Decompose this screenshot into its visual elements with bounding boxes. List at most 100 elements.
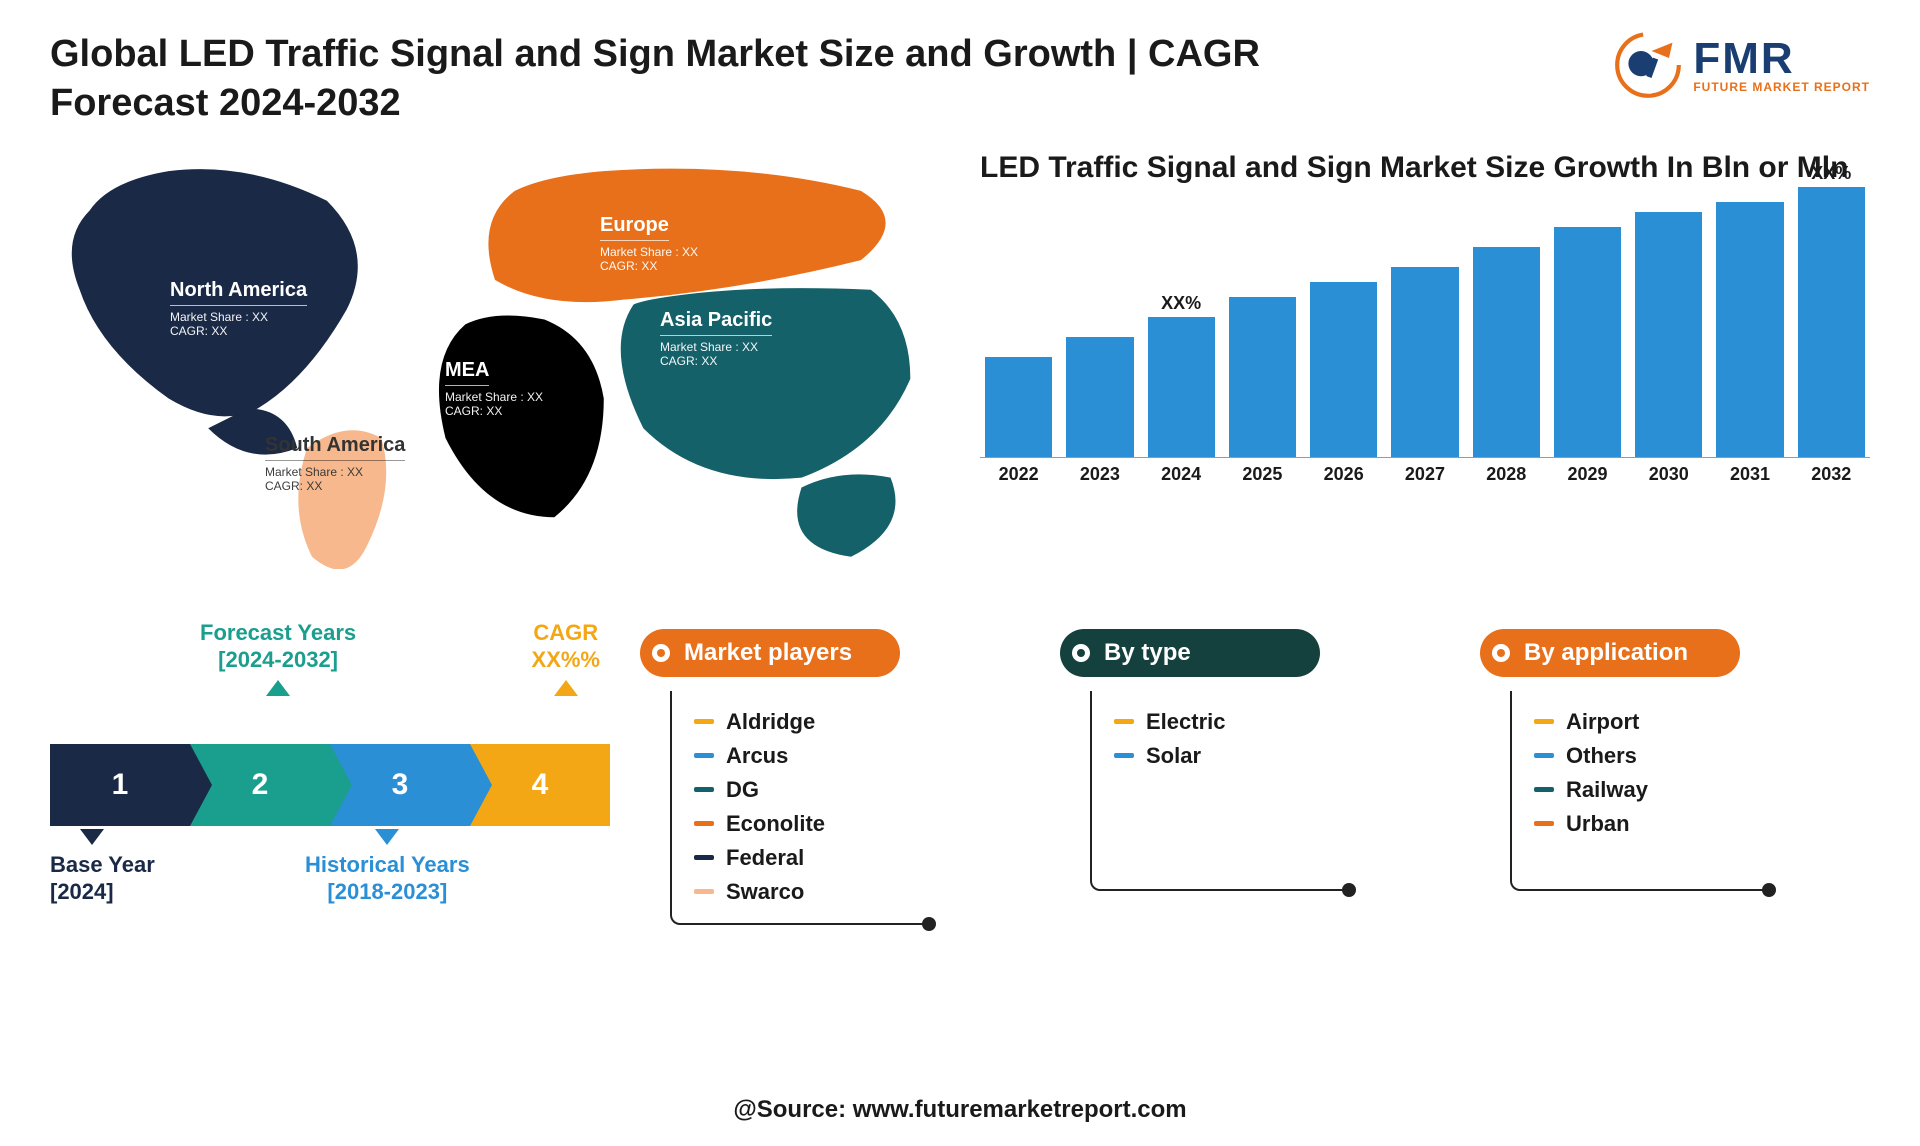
list-item-label: Arcus (726, 743, 788, 769)
note-cagr: CAGR XX%% (532, 619, 600, 696)
list-item-label: Urban (1566, 811, 1630, 837)
bullet-icon (652, 644, 670, 662)
bar (1554, 227, 1621, 457)
bar (1310, 282, 1377, 457)
timeline-segment: 1 (50, 744, 190, 826)
bar-col: 2027 (1391, 267, 1458, 457)
pill-header-by-application: By application (1480, 629, 1740, 677)
pill-by-type: By type Electric Solar (1060, 629, 1450, 891)
bar (1716, 202, 1783, 457)
bar-col: 2031 (1716, 202, 1783, 457)
region-label-north_america: North AmericaMarket Share : XXCAGR: XX (170, 279, 307, 338)
list-item: Railway (1534, 777, 1770, 803)
note-historical: Historical Years [2018-2023] (305, 829, 470, 906)
bar-col: 2029 (1554, 227, 1621, 457)
logo-text-sub: FUTURE MARKET REPORT (1693, 81, 1870, 93)
bar-annotation: XX% (1161, 293, 1201, 314)
list-item-label: Aldridge (726, 709, 815, 735)
bar (1148, 317, 1215, 457)
dash-icon (694, 719, 714, 724)
bar-col: 2024XX% (1148, 317, 1215, 457)
logo-icon (1613, 30, 1683, 100)
bar-year-label: 2022 (999, 464, 1039, 485)
pill-market-players: Market players Aldridge Arcus DG Econolite F… (640, 629, 1030, 925)
top-row: North AmericaMarket Share : XXCAGR: XX So… (50, 149, 1870, 569)
dash-icon (1114, 753, 1134, 758)
pill-header-by-type: By type (1060, 629, 1320, 677)
list-by-type: Electric Solar (1090, 691, 1350, 891)
list-item: Others (1534, 743, 1770, 769)
dash-icon (1534, 753, 1554, 758)
dash-icon (694, 855, 714, 860)
bar (1066, 337, 1133, 457)
bar-year-label: 2027 (1405, 464, 1445, 485)
bullet-icon (1072, 644, 1090, 662)
note-base: Base Year [2024] (50, 829, 155, 906)
bar-year-label: 2024 (1161, 464, 1201, 485)
list-item: DG (694, 777, 930, 803)
region-label-asia_pacific: Asia PacificMarket Share : XXCAGR: XX (660, 309, 772, 368)
dash-icon (1534, 719, 1554, 724)
bar (1473, 247, 1540, 457)
logo-text-main: FMR (1693, 37, 1870, 81)
list-item-label: Econolite (726, 811, 825, 837)
dash-icon (1534, 787, 1554, 792)
list-item: Swarco (694, 879, 930, 905)
bar-col: 2028 (1473, 247, 1540, 457)
bar (1798, 187, 1865, 457)
list-market-players: Aldridge Arcus DG Econolite Federal Swarco (670, 691, 930, 925)
list-item: Solar (1114, 743, 1350, 769)
bottom-row: Forecast Years [2024-2032] CAGR XX%% 123… (50, 629, 1870, 925)
bullet-icon (1492, 644, 1510, 662)
list-item-label: DG (726, 777, 759, 803)
bar-col: 2022 (985, 357, 1052, 457)
list-item-label: Federal (726, 845, 804, 871)
bar-year-label: 2026 (1324, 464, 1364, 485)
bar-col: 2030 (1635, 212, 1702, 457)
bar-year-label: 2030 (1649, 464, 1689, 485)
list-item: Federal (694, 845, 930, 871)
bar-year-label: 2031 (1730, 464, 1770, 485)
list-item: Econolite (694, 811, 930, 837)
bar (985, 357, 1052, 457)
list-item-label: Airport (1566, 709, 1639, 735)
bar-col: 2025 (1229, 297, 1296, 457)
region-label-south_america: South AmericaMarket Share : XXCAGR: XX (265, 434, 405, 493)
bar (1229, 297, 1296, 457)
list-item: Urban (1534, 811, 1770, 837)
dash-icon (694, 821, 714, 826)
list-item: Aldridge (694, 709, 930, 735)
pill-by-application: By application Airport Others Railway Urban (1480, 629, 1870, 891)
bar-col: 2023 (1066, 337, 1133, 457)
list-item-label: Solar (1146, 743, 1201, 769)
list-item-label: Railway (1566, 777, 1648, 803)
bars-container: 202220232024XX%2025202620272028202920302… (980, 198, 1870, 458)
bar (1391, 267, 1458, 457)
dash-icon (694, 889, 714, 894)
list-item: Arcus (694, 743, 930, 769)
bar-year-label: 2028 (1486, 464, 1526, 485)
bar-annotation: XX% (1811, 163, 1851, 184)
logo: FMR FUTURE MARKET REPORT (1613, 30, 1870, 100)
page-title: Global LED Traffic Signal and Sign Marke… (50, 30, 1350, 129)
note-forecast: Forecast Years [2024-2032] (200, 619, 356, 696)
dash-icon (694, 753, 714, 758)
list-item: Airport (1534, 709, 1770, 735)
bar-year-label: 2025 (1242, 464, 1282, 485)
header: Global LED Traffic Signal and Sign Marke… (50, 30, 1870, 129)
bar (1635, 212, 1702, 457)
source-attribution: @Source: www.futuremarketreport.com (0, 1096, 1920, 1124)
pill-header-market-players: Market players (640, 629, 900, 677)
list-item-label: Swarco (726, 879, 804, 905)
list-item: Electric (1114, 709, 1350, 735)
bar-col: 2026 (1310, 282, 1377, 457)
timeline-bar: 1234 (50, 744, 610, 826)
bar-year-label: 2029 (1567, 464, 1607, 485)
dash-icon (694, 787, 714, 792)
bar-year-label: 2032 (1811, 464, 1851, 485)
bar-year-label: 2023 (1080, 464, 1120, 485)
bar-chart: LED Traffic Signal and Sign Market Size … (980, 149, 1870, 569)
list-item-label: Electric (1146, 709, 1226, 735)
list-by-application: Airport Others Railway Urban (1510, 691, 1770, 891)
bar-col: 2032XX% (1798, 187, 1865, 457)
